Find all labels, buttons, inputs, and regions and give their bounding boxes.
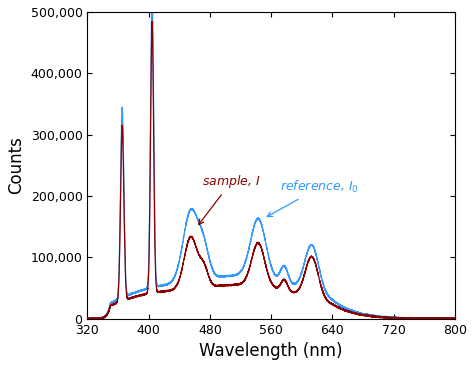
Y-axis label: Counts: Counts [7,137,25,194]
Text: sample, $I$: sample, $I$ [199,173,261,225]
X-axis label: Wavelength (nm): Wavelength (nm) [200,342,343,360]
Text: reference, $I_0$: reference, $I_0$ [267,179,359,217]
